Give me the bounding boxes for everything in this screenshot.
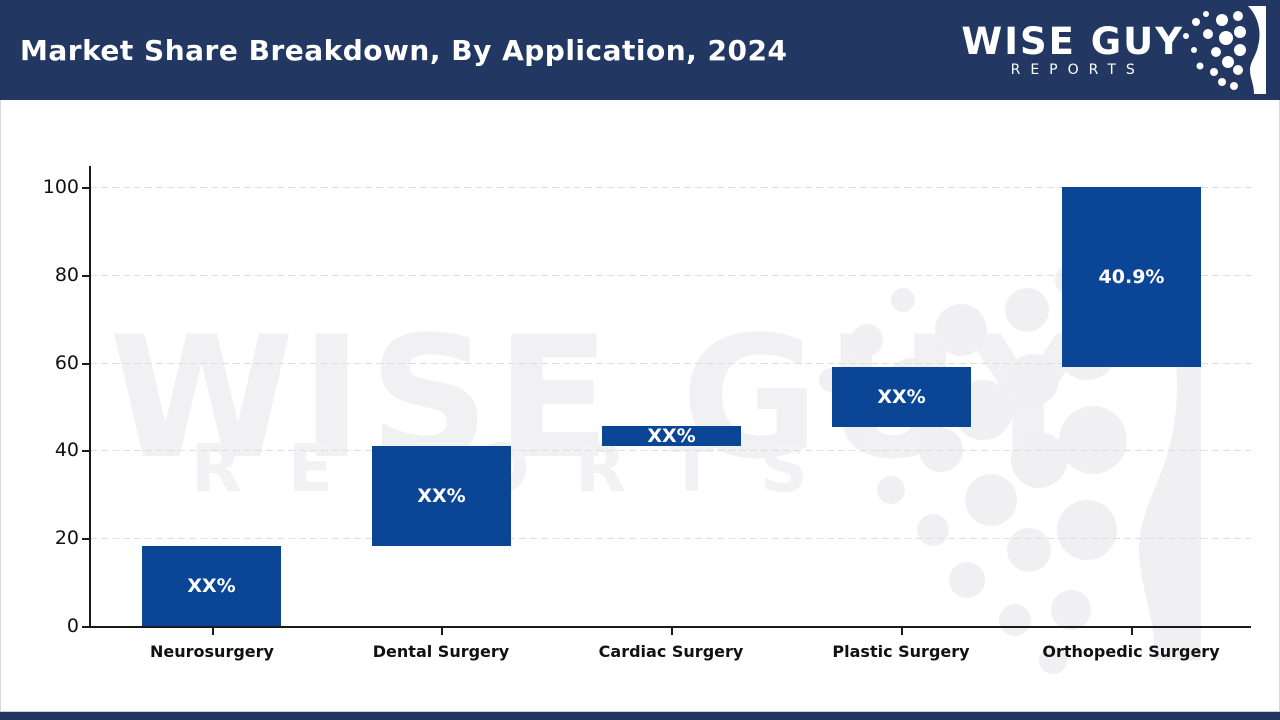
wiseguy-logo-text: WISE GUY REPORTS bbox=[961, 23, 1184, 78]
ytick-label-20: 20 bbox=[54, 527, 79, 550]
xtick-mark-0 bbox=[212, 628, 214, 635]
bar-value-label: 40.9% bbox=[1098, 266, 1165, 288]
gridline-y60 bbox=[90, 362, 1251, 364]
gridline-y80 bbox=[90, 274, 1251, 276]
xtick-mark-4 bbox=[1131, 628, 1133, 635]
gridline-y40 bbox=[90, 450, 1251, 452]
ytick-mark-100 bbox=[82, 187, 89, 189]
bar-cardiac-surgery: XX% bbox=[602, 425, 741, 447]
bar-value-label: XX% bbox=[877, 386, 926, 408]
xcat-label-4: Orthopedic Surgery bbox=[1042, 642, 1220, 661]
ytick-mark-40 bbox=[82, 450, 89, 453]
xtick-mark-3 bbox=[901, 628, 903, 635]
bar-value-label: XX% bbox=[647, 425, 696, 447]
wiseguy-face-icon bbox=[1183, 6, 1266, 94]
footer-divider bbox=[0, 711, 1280, 712]
logo-wordmark: WISE GUY bbox=[961, 19, 1184, 63]
ytick-label-40: 40 bbox=[54, 439, 79, 462]
bar-orthopedic-surgery: 40.9% bbox=[1062, 187, 1201, 367]
ytick-mark-80 bbox=[82, 274, 89, 277]
xcat-label-2: Cardiac Surgery bbox=[598, 642, 744, 661]
logo-subtitle: REPORTS bbox=[1010, 61, 1145, 78]
xcat-label-3: Plastic Surgery bbox=[832, 642, 970, 661]
gridline-y100 bbox=[90, 187, 1251, 188]
y-axis-line bbox=[89, 166, 91, 628]
bar-dental-surgery: XX% bbox=[372, 446, 511, 546]
gridline-y20 bbox=[90, 538, 1251, 540]
x-axis-line bbox=[89, 626, 1251, 628]
xcat-label-1: Dental Surgery bbox=[372, 642, 510, 661]
bar-plastic-surgery: XX% bbox=[832, 367, 971, 427]
bar-neurosurgery: XX% bbox=[142, 546, 281, 626]
ytick-label-80: 80 bbox=[54, 263, 79, 286]
xtick-mark-1 bbox=[441, 628, 443, 635]
chart-title: Market Share Breakdown, By Application, … bbox=[20, 33, 788, 67]
chart-canvas: WISE GUY REPORTS 0 20 40 60 80 100 XX% Neurosur… bbox=[0, 100, 1280, 712]
xtick-mark-2 bbox=[671, 628, 673, 635]
ytick-mark-0 bbox=[82, 626, 89, 628]
ytick-mark-60 bbox=[82, 362, 89, 365]
ytick-label-60: 60 bbox=[54, 351, 79, 374]
ytick-label-0: 0 bbox=[66, 615, 79, 637]
ytick-label-100: 100 bbox=[42, 176, 79, 198]
wiseguy-logo: WISE GUY REPORTS bbox=[961, 6, 1266, 94]
footer-bar bbox=[0, 712, 1280, 720]
bar-value-label: XX% bbox=[417, 485, 466, 507]
bar-value-label: XX% bbox=[187, 575, 236, 597]
xcat-label-0: Neurosurgery bbox=[150, 642, 274, 661]
ytick-mark-20 bbox=[82, 538, 89, 541]
header-bar: Market Share Breakdown, By Application, … bbox=[0, 0, 1280, 100]
